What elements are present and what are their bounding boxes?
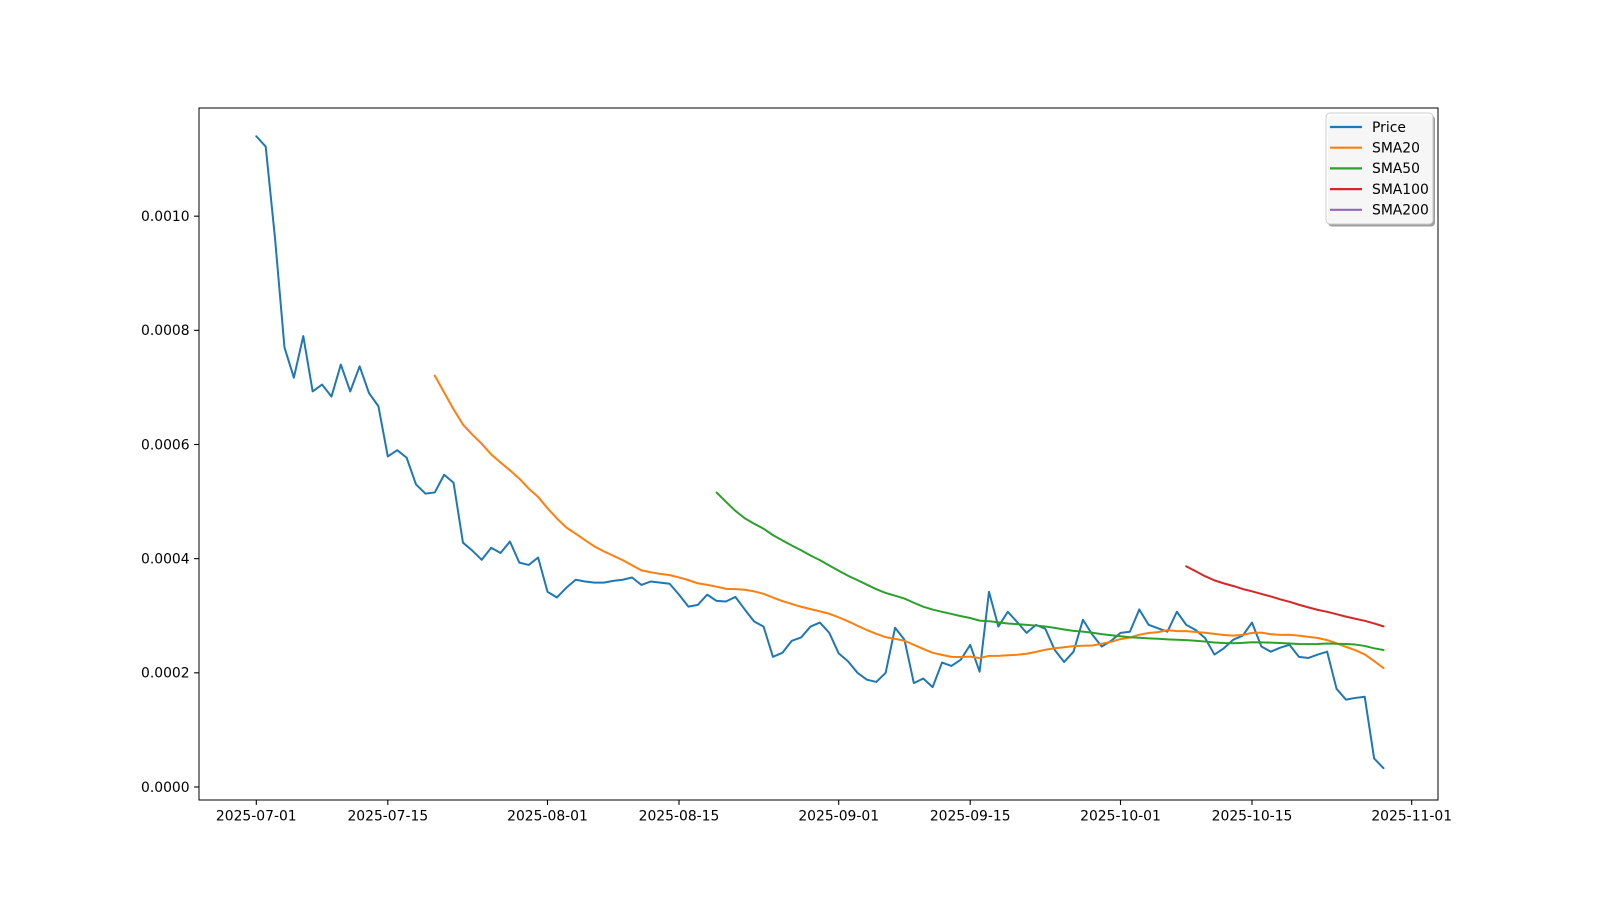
y-tick-label: 0.0008 [141,323,190,339]
sma20-line [433,374,1385,670]
x-tick-label: 2025-07-01 [216,808,297,824]
sma50-line [715,491,1385,652]
x-tick-label: 2025-11-01 [1371,808,1452,824]
series-lines [255,135,1385,770]
x-tick-label: 2025-08-01 [507,808,588,824]
legend-label-sma100: SMA100 [1372,182,1429,198]
y-tick-label: 0.0010 [141,209,190,225]
y-tick-label: 0.0004 [141,551,190,567]
y-tick-label: 0.0000 [141,780,190,796]
x-tick-label: 2025-09-01 [798,808,879,824]
x-tick-label: 2025-08-15 [639,808,720,824]
legend-label-price: Price [1372,120,1406,136]
axes: 2025-07-01 2025-07-15 2025-08-01 2025-08-15… [141,107,1452,824]
y-tick-label: 0.0002 [141,666,190,682]
legend-label-sma20: SMA20 [1372,141,1420,157]
x-tick-label: 2025-09-15 [930,808,1011,824]
legend-label-sma50: SMA50 [1372,161,1420,177]
legend-box [1325,112,1434,225]
plot-border [198,107,1439,801]
x-tick-label: 2025-10-01 [1080,808,1161,824]
legend: Price SMA20 SMA50 SMA100 SMA200 [1325,112,1435,227]
y-tick-label: 0.0006 [141,437,190,453]
x-tick-label: 2025-10-15 [1212,808,1293,824]
legend-label-sma200: SMA200 [1372,203,1429,219]
x-tick-label: 2025-07-15 [347,808,428,824]
price-line [255,135,1385,770]
sma100-line [1185,565,1385,628]
